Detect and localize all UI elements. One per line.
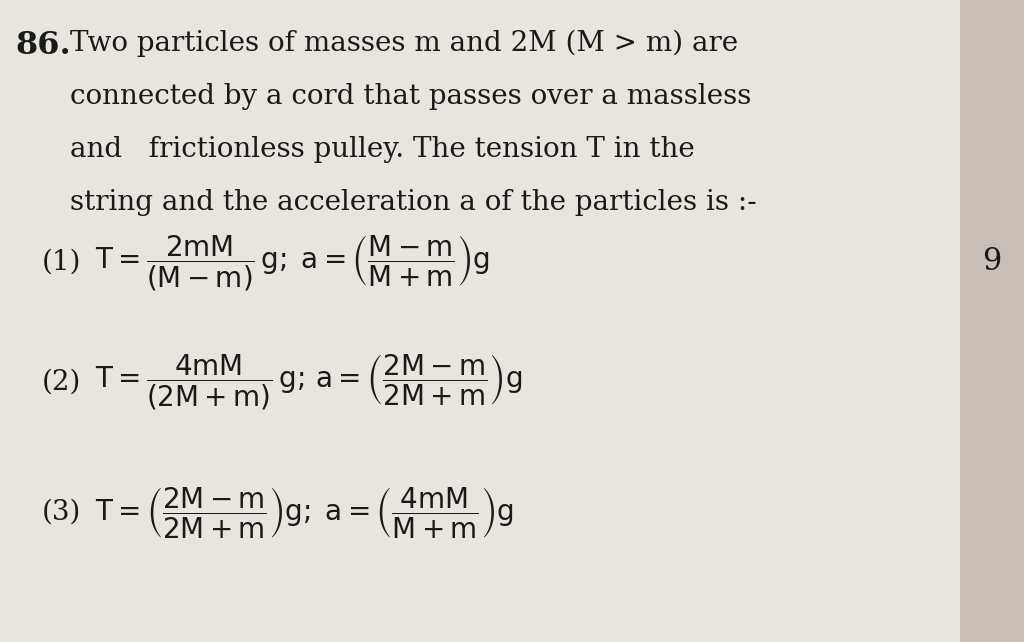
Text: (1): (1) xyxy=(42,248,82,275)
Bar xyxy=(961,0,1024,642)
Text: $\mathrm{T = \dfrac{4mM}{(2M+m)}\,g;\,a = \left(\dfrac{2M-m}{2M+m}\right)g}$: $\mathrm{T = \dfrac{4mM}{(2M+m)}\,g;\,a … xyxy=(95,352,522,412)
Text: $\mathrm{T = \dfrac{2mM}{(M-m)}\,g;\; a = \left(\dfrac{M-m}{M+m}\right)g}$: $\mathrm{T = \dfrac{2mM}{(M-m)}\,g;\; a … xyxy=(95,232,489,291)
Text: (3): (3) xyxy=(42,498,81,526)
Text: string and the acceleration a of the particles is :-: string and the acceleration a of the par… xyxy=(70,189,757,216)
Text: $\mathrm{T = \left(\dfrac{2M-m}{2M+m}\right)g;\; a = \left(\dfrac{4mM}{M+m}\righ: $\mathrm{T = \left(\dfrac{2M-m}{2M+m}\ri… xyxy=(95,485,514,539)
Text: and   frictionless pulley. The tension T in the: and frictionless pulley. The tension T i… xyxy=(70,136,694,163)
Text: 9: 9 xyxy=(982,247,1001,277)
Text: (2): (2) xyxy=(42,369,81,395)
Text: connected by a cord that passes over a massless: connected by a cord that passes over a m… xyxy=(70,83,752,110)
Text: 86.: 86. xyxy=(15,30,71,61)
Text: Two particles of masses m and 2M (M > m) are: Two particles of masses m and 2M (M > m)… xyxy=(70,30,738,57)
